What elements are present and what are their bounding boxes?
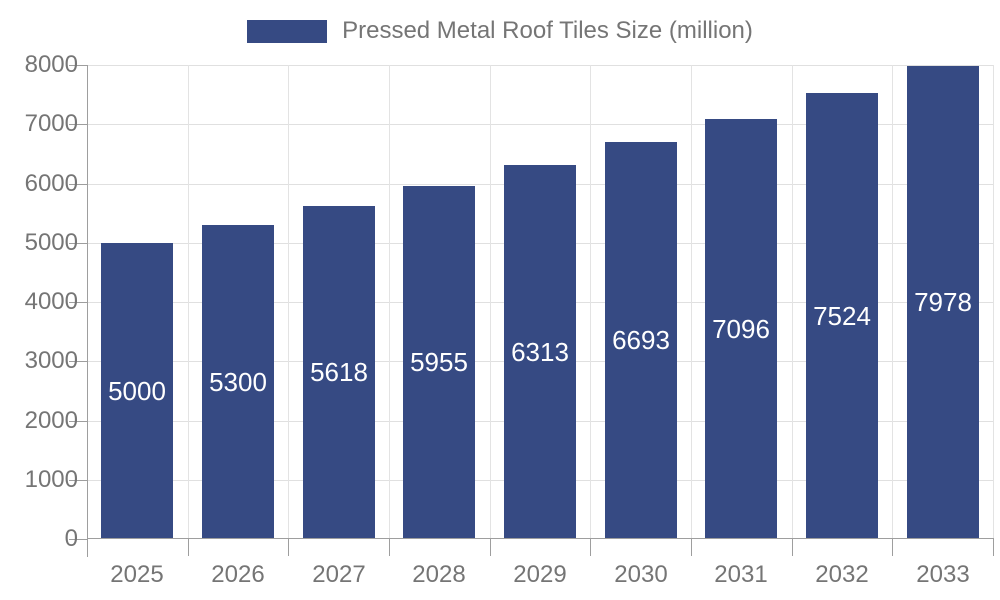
gridline-vertical	[590, 65, 591, 539]
bar[interactable]: 5000	[101, 243, 173, 539]
gridline-horizontal	[87, 124, 993, 126]
bar[interactable]: 7096	[705, 119, 777, 539]
x-axis-tick	[792, 539, 793, 556]
x-axis-tick	[691, 539, 692, 556]
y-axis-label: 1000	[24, 466, 78, 493]
y-axis-tick	[69, 361, 87, 362]
x-axis-tick	[288, 539, 289, 556]
bar-value-label: 6693	[612, 325, 670, 355]
gridline-vertical	[691, 65, 692, 539]
gridline-vertical	[288, 65, 289, 539]
bar-value-label: 5300	[209, 366, 267, 397]
x-axis-line	[87, 538, 994, 539]
gridline-horizontal	[87, 65, 993, 66]
gridline-vertical	[188, 65, 189, 539]
x-axis-label: 2025	[110, 561, 164, 588]
y-axis-label: 2000	[24, 407, 78, 434]
y-axis-label: 3000	[24, 347, 78, 374]
x-axis-tick	[993, 539, 994, 556]
x-axis-label: 2028	[412, 561, 466, 588]
bar-value-label: 7978	[914, 287, 972, 317]
y-axis-label: 6000	[24, 170, 78, 197]
y-axis-line	[87, 65, 88, 557]
y-axis-label: 4000	[24, 288, 78, 315]
x-axis-label: 2029	[513, 561, 567, 588]
y-axis-tick	[69, 421, 87, 422]
x-axis-tick	[389, 539, 390, 556]
x-axis-label: 2031	[714, 561, 768, 588]
y-axis-tick	[69, 302, 87, 303]
y-axis-label: 7000	[24, 110, 78, 137]
bar[interactable]: 5955	[403, 186, 475, 539]
gridline-vertical	[993, 65, 994, 539]
bar[interactable]: 6313	[504, 165, 576, 539]
bar[interactable]: 7978	[907, 66, 979, 539]
gridline-vertical	[892, 65, 893, 539]
x-axis-label: 2027	[312, 561, 366, 588]
y-axis-label: 5000	[24, 229, 78, 256]
plot-area: 5000 5300 5618 5955 6313 6693 7096 7524 7978	[87, 65, 994, 539]
x-axis-label: 2030	[614, 561, 668, 588]
bar-value-label: 5955	[410, 347, 468, 377]
bar[interactable]: 6693	[605, 142, 677, 539]
x-axis-tick	[892, 539, 893, 556]
bar-value-label: 7096	[712, 313, 770, 344]
x-axis-label: 2033	[916, 561, 970, 588]
bar[interactable]: 5618	[303, 206, 375, 539]
y-axis-tick	[69, 243, 87, 244]
x-axis-tick	[87, 539, 88, 556]
x-axis-tick	[590, 539, 591, 556]
bar-value-label: 5000	[108, 375, 166, 406]
bar-value-label: 6313	[511, 336, 569, 367]
x-axis-label: 2026	[211, 561, 265, 588]
x-axis-tick	[490, 539, 491, 556]
x-axis-label: 2032	[815, 561, 869, 588]
y-axis-tick	[69, 539, 87, 540]
legend-swatch-icon	[247, 19, 328, 43]
bar[interactable]: 5300	[202, 225, 274, 539]
y-axis-tick	[69, 480, 87, 481]
y-axis-label: 8000	[24, 51, 78, 78]
y-axis-tick	[69, 124, 87, 125]
gridline-vertical	[490, 65, 491, 539]
bar-value-label: 7524	[813, 300, 871, 331]
legend-label: Pressed Metal Roof Tiles Size (million)	[342, 17, 753, 44]
gridline-vertical	[389, 65, 390, 539]
gridline-vertical	[792, 65, 793, 539]
legend[interactable]: Pressed Metal Roof Tiles Size (million)	[0, 17, 1000, 45]
bar-value-label: 5618	[310, 357, 368, 387]
x-axis-tick	[188, 539, 189, 556]
bar[interactable]: 7524	[806, 93, 878, 539]
y-axis-tick	[69, 65, 87, 66]
y-axis-label: 0	[64, 525, 78, 552]
y-axis-tick	[69, 184, 87, 185]
